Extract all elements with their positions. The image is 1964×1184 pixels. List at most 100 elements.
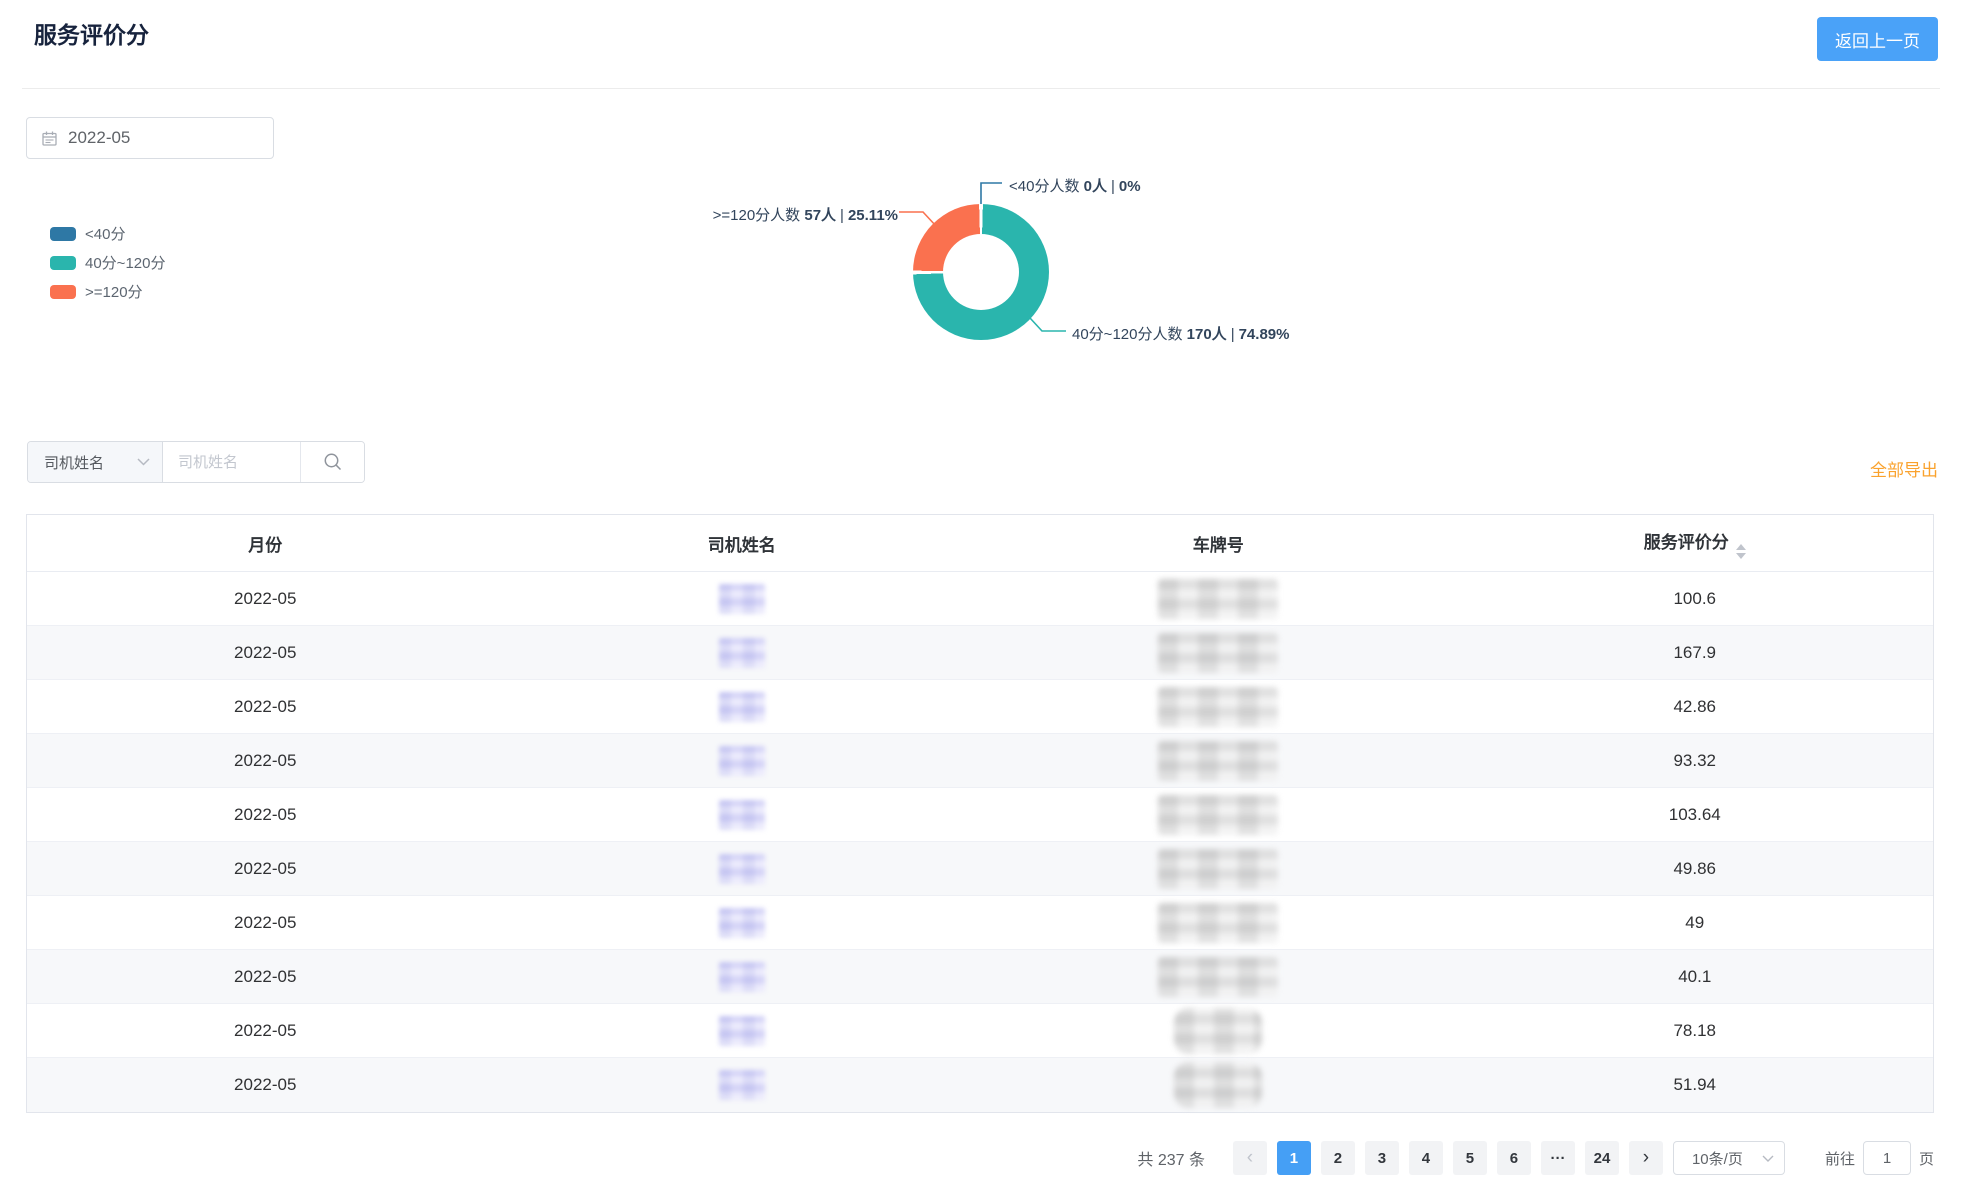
table-row: 2022-05 103.64 — [27, 788, 1933, 842]
driver-cell — [504, 907, 981, 938]
plate-number-redacted — [1158, 956, 1279, 997]
driver-name-redacted — [718, 691, 765, 722]
page-ellipsis-button[interactable]: ··· — [1540, 1141, 1575, 1175]
page-button-4[interactable]: 4 — [1408, 1141, 1443, 1175]
page-title: 服务评价分 — [34, 22, 149, 48]
back-button[interactable]: 返回上一页 — [1817, 17, 1938, 61]
annotation-lt40: <40分人数 0人 | 0% — [1009, 178, 1141, 195]
plate-number-redacted — [1158, 578, 1279, 619]
driver-cell — [504, 799, 981, 830]
legend-item-mid[interactable]: 40分~120分 — [50, 248, 165, 277]
score-cell: 49.86 — [1673, 858, 1717, 878]
chart-legend: <40分 40分~120分 >=120分 — [50, 219, 165, 306]
month-cell: 2022-05 — [234, 804, 297, 824]
driver-cell — [504, 1015, 981, 1046]
page-button-2[interactable]: 2 — [1320, 1141, 1355, 1175]
score-cell: 51.94 — [1673, 1075, 1717, 1094]
month-cell: 2022-05 — [234, 750, 297, 770]
search-input[interactable] — [163, 442, 300, 482]
driver-cell — [504, 745, 981, 776]
plate-number-redacted — [1158, 632, 1279, 673]
plate-number-redacted — [1158, 902, 1279, 943]
month-cell: 2022-05 — [234, 588, 297, 608]
legend-item-lt40[interactable]: <40分 — [50, 219, 165, 248]
page-button-5[interactable]: 5 — [1452, 1141, 1487, 1175]
column-header-driver: 司机姓名 — [707, 535, 776, 555]
driver-cell — [504, 853, 981, 884]
driver-name-redacted — [718, 637, 765, 668]
legend-swatch — [50, 255, 76, 270]
month-cell: 2022-05 — [234, 1075, 297, 1094]
plate-cell — [980, 848, 1457, 889]
driver-cell — [504, 637, 981, 668]
legend-item-ge120[interactable]: >=120分 — [50, 277, 165, 306]
month-picker-value: 2022-05 — [68, 128, 131, 147]
page-button-1[interactable]: 1 — [1276, 1141, 1311, 1175]
page-button-24[interactable]: 24 — [1584, 1141, 1619, 1175]
table-header: 月份 司机姓名 车牌号 服务评价分 — [27, 515, 1933, 572]
driver-name-redacted — [718, 961, 765, 992]
goto-page-input[interactable] — [1862, 1141, 1911, 1175]
column-header-score[interactable]: 服务评价分 — [1457, 528, 1934, 559]
plate-cell — [980, 956, 1457, 997]
driver-cell — [504, 1070, 981, 1100]
column-header-month: 月份 — [248, 535, 283, 555]
total-count: 共 237 条 — [1137, 1152, 1205, 1169]
plate-cell — [980, 794, 1457, 835]
table-row: 2022-05 78.18 — [27, 1004, 1933, 1058]
table-row: 2022-05 167.9 — [27, 626, 1933, 680]
score-cell: 40.1 — [1678, 966, 1712, 986]
prev-page-button[interactable]: ‹ — [1232, 1141, 1267, 1175]
score-cell: 167.9 — [1673, 642, 1717, 662]
driver-name-redacted — [718, 907, 765, 938]
month-picker[interactable]: 2022-05 — [26, 117, 274, 159]
score-table: 月份 司机姓名 车牌号 服务评价分 2022-05 100.6 2022-05 167… — [26, 514, 1934, 1113]
driver-name-redacted — [718, 853, 765, 884]
header-divider — [22, 88, 1940, 89]
table-body: 2022-05 100.6 2022-05 167.9 2022-05 42.86 2022… — [27, 572, 1933, 1112]
table-row: 2022-05 93.32 — [27, 734, 1933, 788]
chevron-down-icon — [1762, 1155, 1774, 1162]
export-all-link[interactable]: 全部导出 — [1870, 461, 1938, 480]
plate-cell — [980, 902, 1457, 943]
search-icon — [324, 453, 341, 471]
legend-swatch — [50, 226, 76, 241]
plate-cell — [980, 578, 1457, 619]
score-cell: 100.6 — [1673, 588, 1717, 608]
driver-name-redacted — [718, 1070, 765, 1100]
plate-number-redacted — [1174, 1007, 1263, 1054]
month-cell: 2022-05 — [234, 966, 297, 986]
plate-cell — [980, 740, 1457, 781]
search-field-select[interactable]: 司机姓名 — [28, 442, 163, 482]
score-cell: 49 — [1685, 912, 1705, 932]
sort-icon[interactable] — [1735, 543, 1746, 559]
column-header-plate: 车牌号 — [1192, 535, 1244, 555]
driver-cell — [504, 691, 981, 722]
annotation-ge120: >=120分人数 57人 | 25.11% — [712, 207, 898, 224]
plate-cell — [980, 632, 1457, 673]
driver-name-redacted — [718, 799, 765, 830]
legend-swatch — [50, 284, 76, 299]
page-button-3[interactable]: 3 — [1364, 1141, 1399, 1175]
search-button[interactable] — [300, 442, 364, 482]
table-row: 2022-05 40.1 — [27, 950, 1933, 1004]
driver-name-redacted — [718, 583, 765, 614]
month-cell: 2022-05 — [234, 696, 297, 716]
driver-cell — [504, 961, 981, 992]
calendar-icon — [42, 131, 57, 146]
plate-cell — [980, 1062, 1457, 1108]
plate-number-redacted — [1158, 740, 1279, 781]
service-score-donut-chart[interactable] — [913, 204, 1049, 340]
plate-cell — [980, 1007, 1457, 1054]
next-page-button[interactable]: › — [1628, 1141, 1663, 1175]
score-cell: 93.32 — [1673, 750, 1717, 770]
annotation-mid: 40分~120分人数 170人 | 74.89% — [1072, 326, 1290, 343]
plate-number-redacted — [1158, 686, 1279, 727]
score-cell: 78.18 — [1673, 1020, 1717, 1040]
search-group: 司机姓名 — [27, 441, 365, 483]
page-button-6[interactable]: 6 — [1496, 1141, 1531, 1175]
score-cell: 103.64 — [1668, 804, 1721, 824]
score-cell: 42.86 — [1673, 696, 1717, 716]
table-row: 2022-05 49.86 — [27, 842, 1933, 896]
page-size-select[interactable]: 10条/页 — [1672, 1141, 1785, 1175]
